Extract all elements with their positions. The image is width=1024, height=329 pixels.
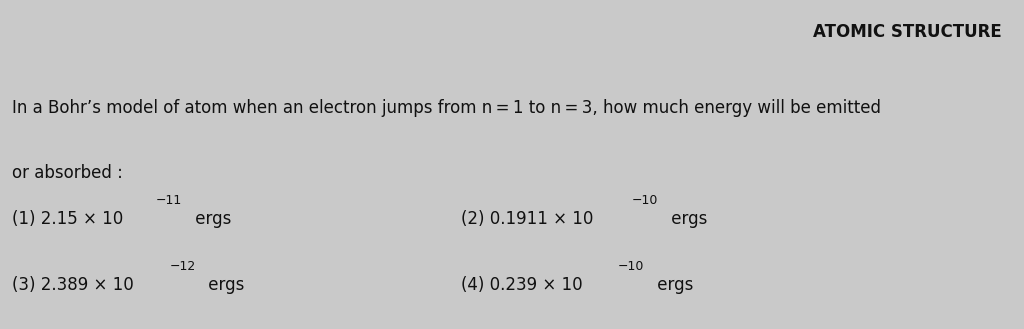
Text: ergs: ergs — [651, 275, 693, 293]
Text: (3) 2.389 × 10: (3) 2.389 × 10 — [12, 275, 134, 293]
Text: −10: −10 — [632, 194, 658, 207]
Text: ergs: ergs — [203, 275, 245, 293]
Text: ergs: ergs — [666, 210, 707, 228]
Text: ATOMIC STRUCTURE: ATOMIC STRUCTURE — [813, 23, 1001, 41]
Text: (2) 0.1911 × 10: (2) 0.1911 × 10 — [461, 210, 593, 228]
Text: ergs: ergs — [189, 210, 231, 228]
Text: or absorbed :: or absorbed : — [12, 164, 123, 183]
Text: −10: −10 — [617, 260, 644, 273]
Text: In a Bohr’s model of atom when an electron jumps from n = 1 to n = 3, how much e: In a Bohr’s model of atom when an electr… — [12, 99, 882, 117]
Text: (4) 0.239 × 10: (4) 0.239 × 10 — [461, 275, 583, 293]
Text: −12: −12 — [169, 260, 196, 273]
Text: −11: −11 — [156, 194, 182, 207]
Text: (1) 2.15 × 10: (1) 2.15 × 10 — [12, 210, 124, 228]
